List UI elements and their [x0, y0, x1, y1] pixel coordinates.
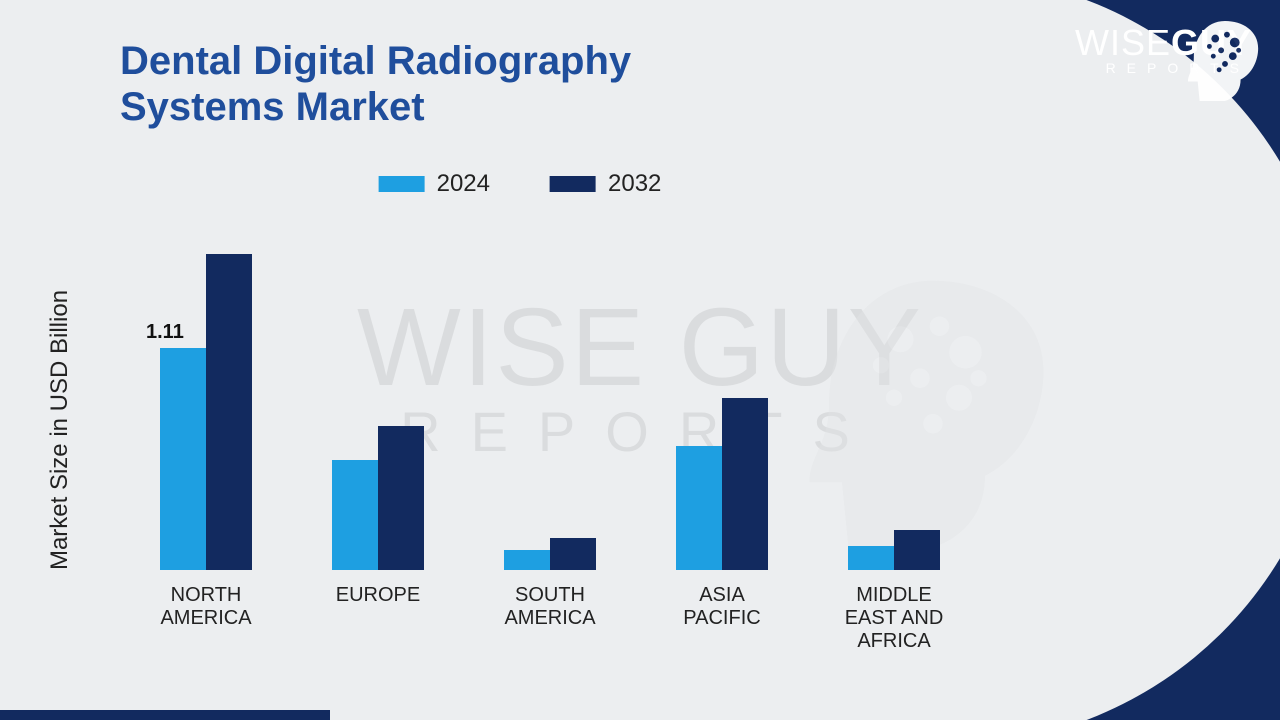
bar-value-label: 1.11 — [146, 321, 184, 344]
brand-name-1: WISE — [1075, 22, 1171, 63]
footer-accent-bar — [0, 710, 330, 720]
y-axis-label: Market Size in USD Billion — [46, 290, 74, 570]
legend-label-2024: 2024 — [437, 170, 490, 198]
x-axis-label: NORTH AMERICA — [146, 578, 266, 690]
x-axis-label: ASIA PACIFIC — [662, 578, 782, 690]
bar-2032 — [550, 538, 596, 570]
bar-2024 — [332, 460, 378, 570]
bar-2032 — [378, 426, 424, 570]
bar-chart: Market Size in USD Billion 2024 2032 1.1… — [60, 170, 980, 690]
right-brand-panel — [965, 0, 1280, 720]
legend-swatch-2032 — [550, 176, 596, 192]
page: WISEGUY REPORTS Dental Digital Radiograp… — [0, 0, 1280, 720]
bar-2032 — [206, 254, 252, 570]
bar-group — [662, 220, 782, 570]
x-axis-label: EUROPE — [318, 578, 438, 690]
brand-head-icon — [1186, 16, 1264, 106]
bar-2024 — [160, 348, 206, 570]
legend-label-2032: 2032 — [608, 170, 661, 198]
bar-groups: 1.11 — [120, 220, 980, 570]
page-title: Dental Digital Radiography Systems Marke… — [120, 38, 740, 130]
bar-2024 — [676, 446, 722, 570]
brand-logo: WISEGUY REPORTS — [1075, 22, 1252, 76]
legend-swatch-2024 — [379, 176, 425, 192]
x-axis-label: MIDDLE EAST AND AFRICA — [834, 578, 954, 690]
bar-group — [318, 220, 438, 570]
x-axis-label: SOUTH AMERICA — [490, 578, 610, 690]
x-axis-labels: NORTH AMERICA EUROPE SOUTH AMERICA ASIA PAC… — [120, 578, 980, 690]
bar-2024 — [504, 550, 550, 570]
bar-group: 1.11 — [146, 220, 266, 570]
chart-legend: 2024 2032 — [379, 170, 662, 198]
bar-2032 — [894, 530, 940, 570]
bar-2024 — [848, 546, 894, 570]
legend-item-2032: 2032 — [550, 170, 661, 198]
bar-group — [834, 220, 954, 570]
legend-item-2024: 2024 — [379, 170, 490, 198]
plot-area: 1.11 — [120, 220, 980, 570]
bar-2032 — [722, 398, 768, 570]
bar-group — [490, 220, 610, 570]
